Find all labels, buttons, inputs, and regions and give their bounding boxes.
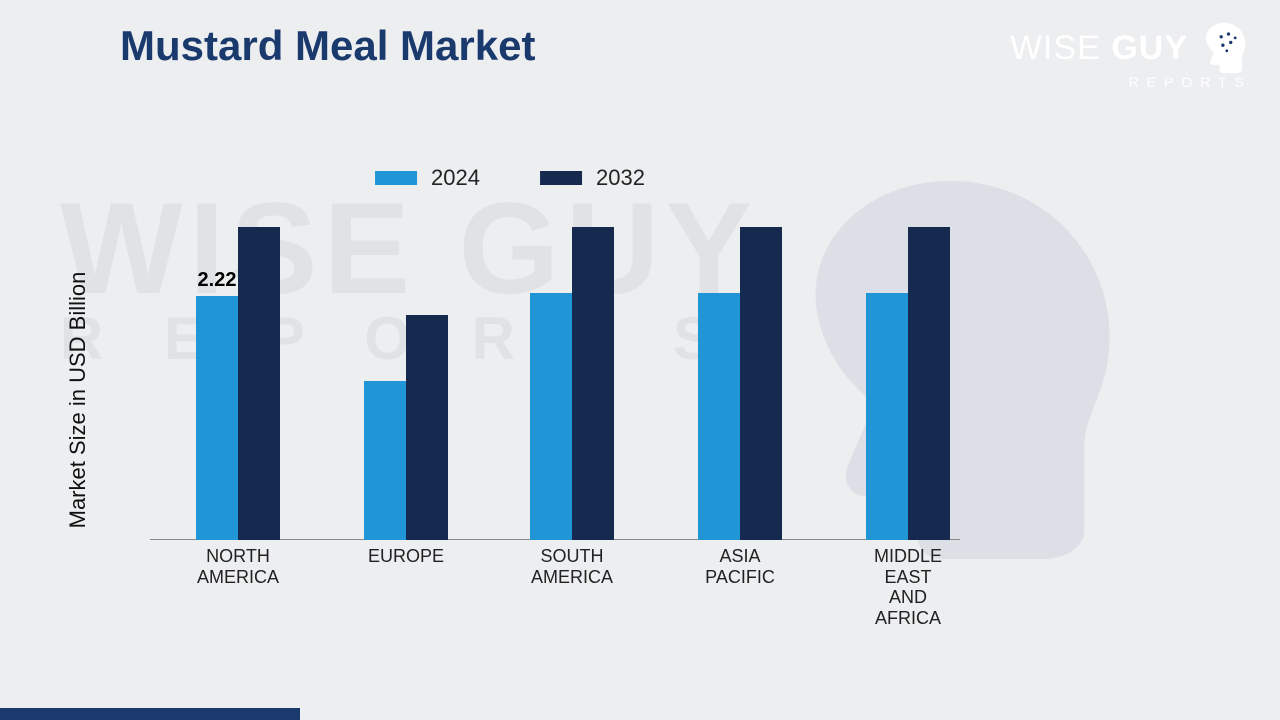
category-label: EUROPE xyxy=(326,540,486,567)
y-axis-label: Market Size in USD Billion xyxy=(65,272,91,529)
category-label: MIDDLEEASTANDAFRICA xyxy=(828,540,988,629)
brand-head-icon xyxy=(1196,20,1252,76)
bar xyxy=(908,227,950,541)
bar xyxy=(238,227,280,541)
bar xyxy=(572,227,614,541)
bar-group: EUROPE xyxy=(364,315,448,541)
bottom-accent-bar xyxy=(0,708,300,720)
legend-label-2024: 2024 xyxy=(431,165,480,191)
legend-swatch-2032 xyxy=(540,171,582,185)
bar-group: SOUTHAMERICA xyxy=(530,227,614,541)
bar xyxy=(364,381,406,541)
plot-area: 2.22NORTHAMERICA EUROPE SOUTHAMERICA ASIAPA… xyxy=(150,210,960,540)
bar xyxy=(740,227,782,541)
bar-group: 2.22NORTHAMERICA xyxy=(196,227,280,541)
bar-group: MIDDLEEASTANDAFRICA xyxy=(866,227,950,541)
legend: 2024 2032 xyxy=(375,165,645,191)
category-label: NORTHAMERICA xyxy=(158,540,318,587)
bar-group: ASIAPACIFIC xyxy=(698,227,782,541)
bar xyxy=(866,293,908,541)
legend-swatch-2024 xyxy=(375,171,417,185)
bar xyxy=(406,315,448,541)
brand-word2: GUY xyxy=(1111,29,1188,67)
bar xyxy=(530,293,572,541)
brand-logo: WISE GUY REPORTS xyxy=(1010,20,1252,90)
category-label: ASIAPACIFIC xyxy=(660,540,820,587)
brand-sub: REPORTS xyxy=(1010,74,1252,90)
brand-word1: WISE xyxy=(1010,29,1101,67)
bar-value-label: 2.22 xyxy=(196,269,238,296)
legend-label-2032: 2032 xyxy=(596,165,645,191)
bar xyxy=(698,293,740,541)
bar xyxy=(196,296,238,540)
category-label: SOUTHAMERICA xyxy=(492,540,652,587)
chart-title: Mustard Meal Market xyxy=(120,22,535,70)
legend-item-2032: 2032 xyxy=(540,165,645,191)
legend-item-2024: 2024 xyxy=(375,165,480,191)
chart-area: Market Size in USD Billion 2024 2032 2.2… xyxy=(60,160,960,640)
